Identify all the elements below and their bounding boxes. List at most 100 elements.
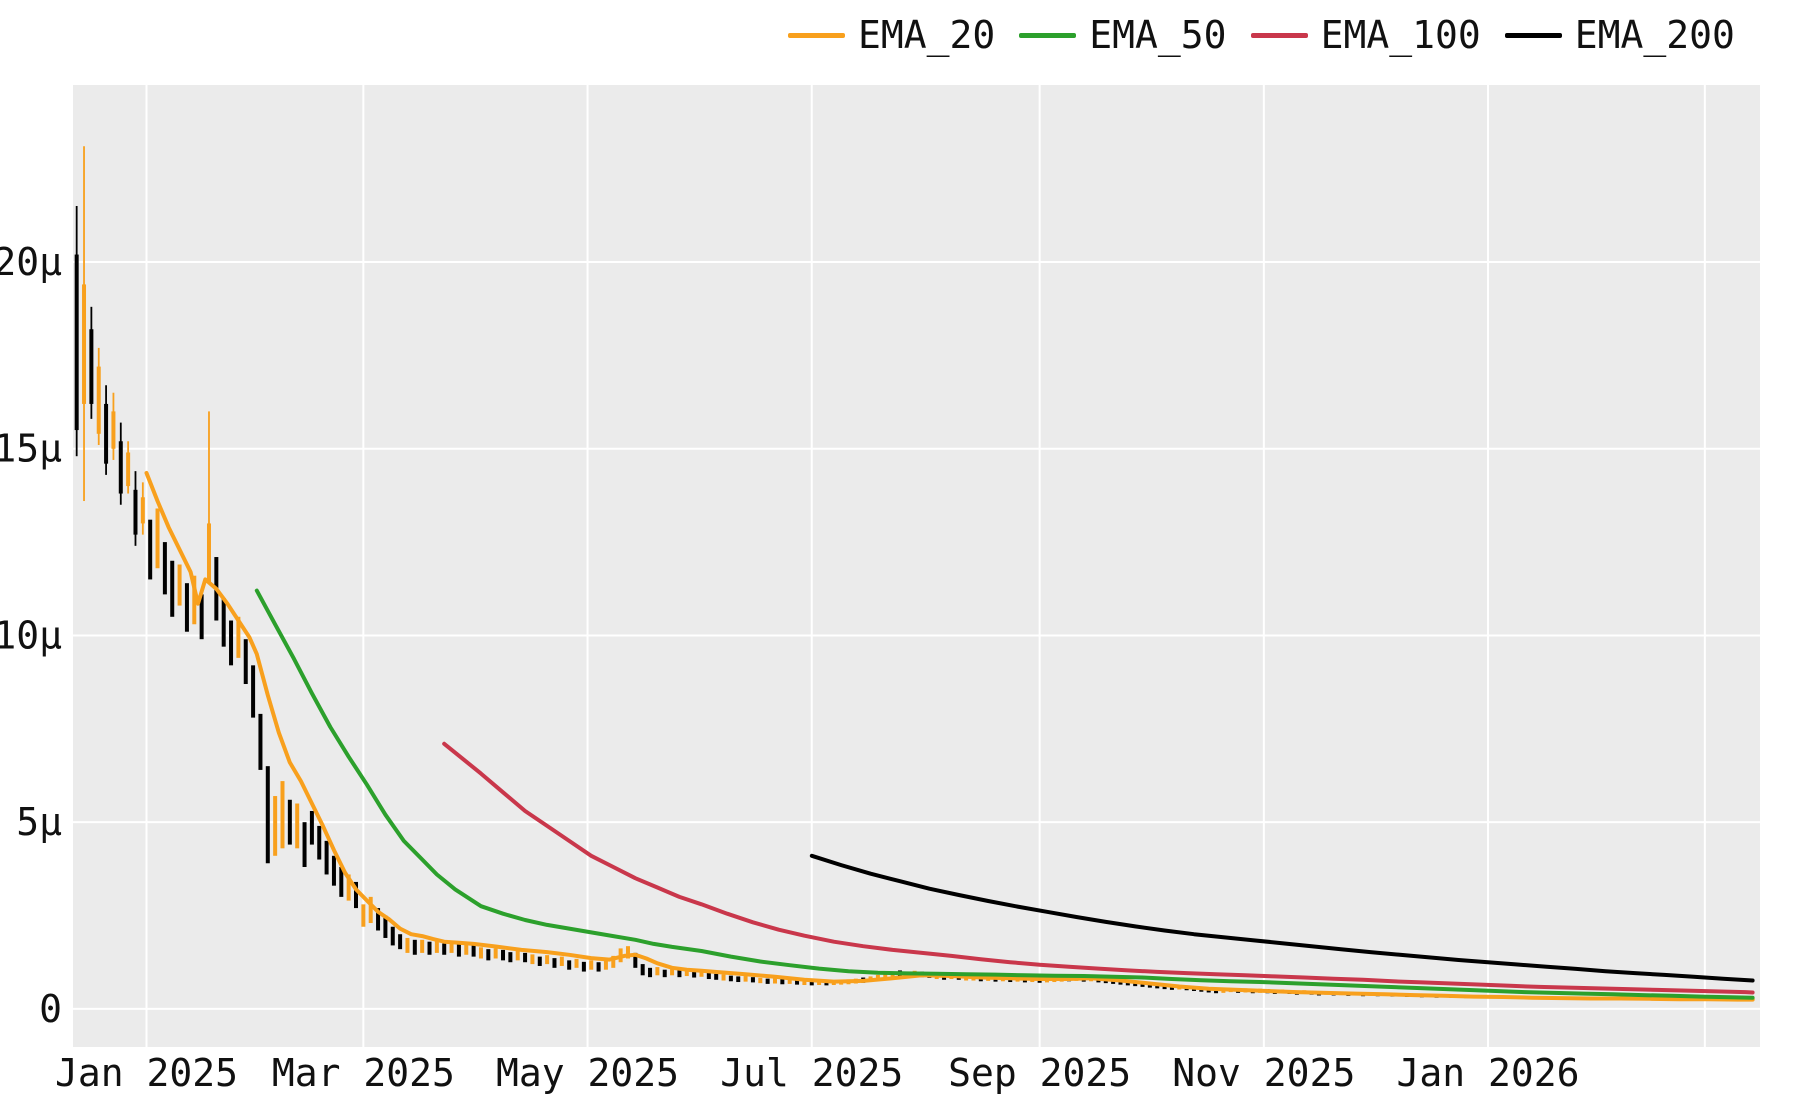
- candle-body: [221, 598, 226, 647]
- x-tick-label: Jul 2025: [720, 1051, 903, 1095]
- candle-body: [280, 781, 285, 849]
- candle-body: [376, 908, 381, 931]
- candle-body: [787, 979, 792, 984]
- ema-20-line: [144, 471, 1755, 1002]
- y-tick-label: 0: [39, 987, 62, 1031]
- candle-body: [449, 941, 454, 953]
- candle-body: [192, 575, 197, 625]
- candle-body: [140, 497, 145, 524]
- candle-body: [501, 949, 506, 961]
- candle-body: [471, 945, 476, 957]
- y-tick-label: 10µ: [0, 613, 62, 657]
- candle-body: [96, 366, 101, 434]
- candle-body: [1214, 989, 1219, 994]
- candle-body: [478, 947, 483, 959]
- candle-body: [515, 950, 520, 961]
- candle-body: [765, 978, 770, 984]
- candle-body: [390, 926, 395, 946]
- x-tick-label: Jan 2026: [1397, 1051, 1580, 1095]
- candle-body: [809, 980, 814, 986]
- y-tick-label: 20µ: [0, 240, 62, 284]
- legend-label: EMA_50: [1089, 13, 1227, 57]
- candle-body: [398, 934, 403, 950]
- candle-body: [559, 956, 564, 966]
- candle-body: [199, 594, 204, 640]
- candle-body: [750, 977, 755, 983]
- candle-body: [317, 825, 322, 860]
- x-tick-label: Jan 2025: [55, 1051, 238, 1095]
- candle-body: [368, 896, 373, 924]
- candle-body: [545, 955, 550, 965]
- candle-body: [699, 969, 704, 977]
- candle-body: [567, 960, 572, 970]
- legend-label: EMA_200: [1574, 13, 1735, 57]
- candle-body: [728, 975, 733, 982]
- legend-label: EMA_20: [858, 13, 996, 57]
- plot-area: [73, 85, 1760, 1047]
- candle-body: [206, 523, 211, 584]
- candle-body: [251, 665, 256, 718]
- legend-line-swatch: [788, 32, 845, 38]
- candle-body: [89, 329, 94, 404]
- candle-body: [295, 803, 300, 849]
- candle-body: [170, 560, 175, 617]
- candle-body: [508, 952, 513, 963]
- candle-body: [434, 939, 439, 953]
- candle-body: [456, 943, 461, 957]
- ema-50-line: [254, 588, 1755, 1000]
- x-tick-label: Nov 2025: [1172, 1051, 1355, 1095]
- candle-wick: [208, 411, 210, 584]
- legend-item-ema_20: EMA_20: [788, 16, 995, 54]
- candle-body: [603, 960, 608, 970]
- candle-body: [258, 713, 263, 770]
- candle-body: [273, 796, 278, 856]
- candle-body: [148, 519, 153, 580]
- candle-body: [118, 441, 123, 494]
- candle-body: [655, 967, 660, 976]
- candle-body: [758, 977, 763, 984]
- candle-body: [287, 799, 292, 845]
- candle-body: [611, 955, 616, 968]
- candle-body: [82, 284, 87, 404]
- candle-body: [412, 939, 417, 955]
- candle-body: [581, 961, 586, 972]
- candle-body: [442, 943, 447, 955]
- candle-body: [743, 976, 748, 982]
- candle-body: [802, 980, 807, 986]
- candle-body: [883, 973, 888, 980]
- candle-body: [155, 508, 160, 569]
- candle-body: [596, 962, 601, 972]
- candle-body: [464, 943, 469, 955]
- candle-body: [625, 946, 630, 959]
- candle-body: [714, 973, 719, 980]
- candle-body: [670, 967, 675, 976]
- ema-100-line: [442, 741, 1755, 995]
- candle-body: [677, 969, 682, 978]
- candle-body: [324, 840, 329, 875]
- candle-body: [243, 639, 248, 685]
- candle-body: [177, 564, 182, 606]
- legend-label: EMA_100: [1320, 13, 1481, 57]
- candle-body: [427, 941, 432, 955]
- candle-body: [706, 972, 711, 980]
- x-tick-label: Mar 2025: [272, 1051, 455, 1095]
- candle-body: [346, 874, 351, 901]
- candle-body: [493, 948, 498, 959]
- candle-body: [383, 915, 388, 938]
- candle-body: [589, 960, 594, 970]
- candle-body: [111, 411, 116, 449]
- candle-body: [361, 904, 366, 927]
- candle-body: [662, 969, 667, 978]
- candle-body: [331, 855, 336, 886]
- candle-body: [184, 583, 189, 632]
- legend-line-swatch: [1250, 32, 1308, 38]
- legend-item-ema_100: EMA_100: [1250, 13, 1481, 57]
- candle-body: [640, 964, 645, 976]
- candle-body: [74, 254, 79, 431]
- candle-body: [405, 937, 410, 953]
- candle-body: [684, 968, 689, 977]
- candle-body: [133, 489, 138, 535]
- legend-item-ema_200: EMA_200: [1504, 13, 1735, 57]
